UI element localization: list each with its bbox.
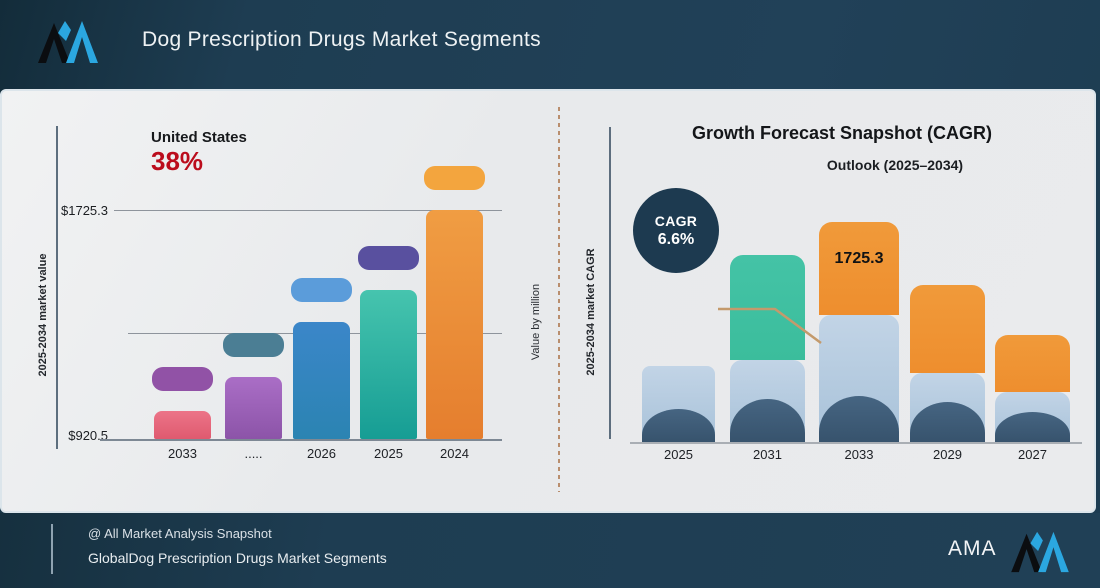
- right-chart-yaxis: [609, 127, 611, 439]
- left-chart-region-label: United States: [151, 129, 247, 146]
- header: Dog Prescription Drugs Market Segments: [0, 0, 1100, 89]
- left-chart-xaxis: [100, 439, 502, 441]
- cagr-badge: CAGR 6.6%: [633, 188, 719, 273]
- left-xlabel-.....: .....: [244, 446, 263, 461]
- left-chart-ytick-top: $1725.3: [61, 203, 108, 218]
- left-bar-2033: [154, 411, 211, 439]
- right-xlabel-2029: 2029: [933, 447, 962, 462]
- right-bar-top-2033: [819, 222, 899, 315]
- right-bar-base-2027: [995, 412, 1070, 442]
- cagr-leader-line: [718, 307, 822, 345]
- left-xlabel-2024: 2024: [440, 446, 469, 461]
- footer-credit: @ All Market Analysis Snapshot: [88, 526, 272, 541]
- ama-footer-logo-icon: [1011, 531, 1069, 573]
- panel-divider: [558, 107, 560, 492]
- footer-brand-text: AMA: [948, 537, 997, 560]
- right-chart-subtitle: Outlook (2025–2034): [826, 157, 964, 173]
- right-xlabel-2033: 2033: [844, 447, 874, 462]
- left-xlabel-2025: 2025: [374, 446, 403, 461]
- footer-divider: [51, 524, 53, 574]
- left-bar-floater-2033: [152, 367, 213, 391]
- left-bar-floater-.....: [223, 333, 284, 357]
- charts-panel: 2025-2034 market value United States 38%…: [0, 89, 1096, 513]
- left-bar-2026: [293, 322, 350, 439]
- cagr-badge-value: 6.6%: [657, 230, 695, 248]
- right-chart-ylabel: 2025-2034 market CAGR: [585, 248, 597, 376]
- right-xlabel-2031: 2031: [753, 447, 782, 462]
- left-chart-ylabel: 2025-2034 market value: [37, 253, 49, 377]
- left-chart-ylabel-right: Value by million: [530, 283, 542, 361]
- right-xlabel-2027: 2027: [1018, 447, 1047, 462]
- right-bar-value-label: 1725.3: [834, 250, 884, 267]
- left-xlabel-2026: 2026: [307, 446, 336, 461]
- left-chart-ytick-bottom: $920.5: [68, 428, 108, 443]
- left-bar-.....: [225, 377, 282, 439]
- left-xlabel-2033: 2033: [168, 446, 197, 461]
- left-bar-floater-2025: [358, 246, 419, 270]
- left-chart-yaxis: [56, 126, 58, 449]
- left-bar-2025: [360, 290, 417, 439]
- left-chart-gridline-top: [114, 210, 502, 211]
- footer: @ All Market Analysis Snapshot GlobalDog…: [0, 513, 1100, 588]
- left-bar-floater-2024: [424, 166, 485, 190]
- cagr-badge-label: CAGR: [654, 212, 698, 229]
- ama-logo-icon: [38, 21, 98, 63]
- right-bar-top-2029: [910, 285, 985, 373]
- right-bar-top-2031: [730, 255, 805, 360]
- footer-subject: GlobalDog Prescription Drugs Market Segm…: [88, 550, 387, 566]
- left-bar-2024: [426, 210, 483, 439]
- left-bar-floater-2026: [291, 278, 352, 302]
- right-bar-top-2027: [995, 335, 1070, 392]
- left-chart-percentage: 38%: [151, 146, 204, 176]
- page-title: Dog Prescription Drugs Market Segments: [142, 28, 541, 51]
- right-chart-xaxis: [630, 442, 1082, 444]
- right-xlabel-2025: 2025: [664, 447, 693, 462]
- right-chart-title: Growth Forecast Snapshot (CAGR): [691, 123, 992, 143]
